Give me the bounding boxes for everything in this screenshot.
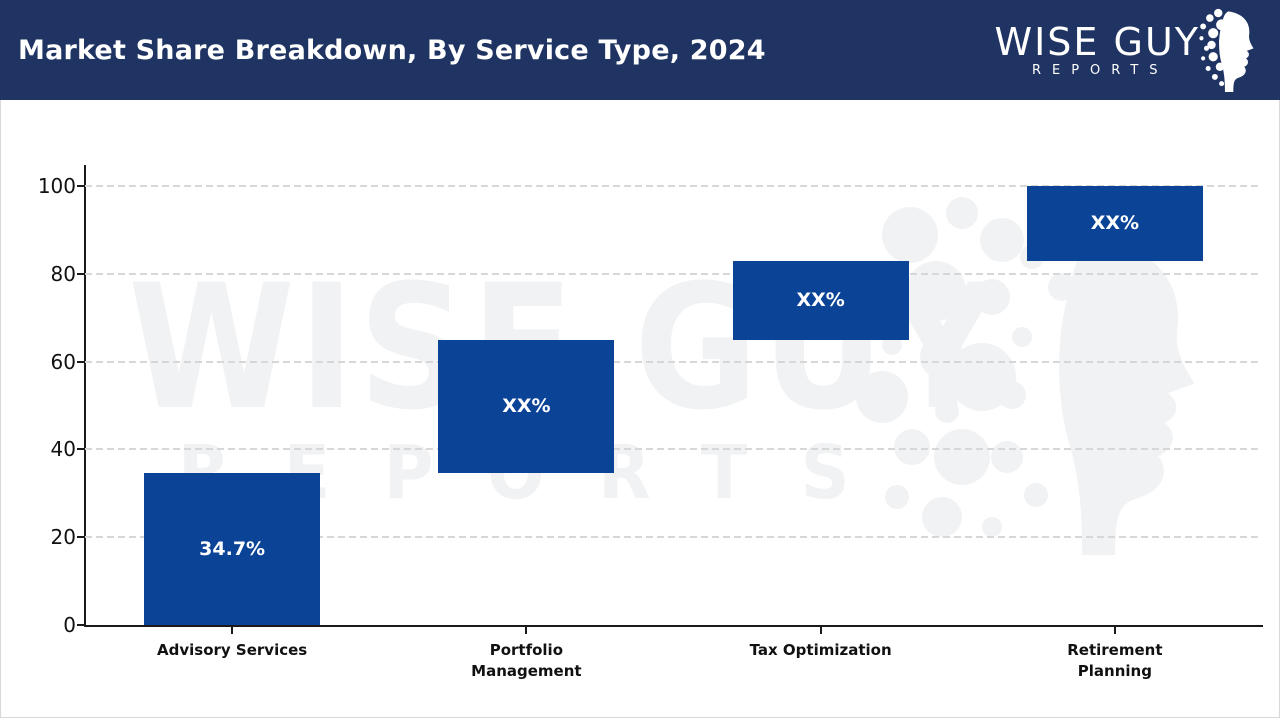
x-axis-tick bbox=[525, 627, 528, 634]
y-axis-tick bbox=[77, 536, 84, 539]
x-axis-tick bbox=[819, 627, 822, 634]
chart-title: Market Share Breakdown, By Service Type,… bbox=[18, 34, 766, 66]
brand-logo: WISE GUY REPORTS bbox=[995, 8, 1280, 92]
y-axis-tick-label: 40 bbox=[50, 437, 76, 462]
gridline-100 bbox=[85, 185, 1262, 187]
gridline-40 bbox=[85, 448, 1262, 451]
x-axis-category-label: Tax Optimization bbox=[749, 641, 892, 659]
y-axis-line bbox=[84, 165, 86, 627]
brand-logo-text: WISE GUY REPORTS bbox=[995, 23, 1200, 78]
bar-advisory-services: 34.7% bbox=[144, 472, 321, 625]
bar-value-label: XX% bbox=[796, 289, 845, 312]
x-axis-category-label: Portfolio Management bbox=[471, 641, 582, 680]
y-axis-tick-label: 80 bbox=[50, 261, 76, 286]
y-axis-tick-label: 100 bbox=[37, 174, 76, 198]
bar-tax-optimization: XX% bbox=[732, 260, 909, 340]
header-bar: Market Share Breakdown, By Service Type,… bbox=[0, 0, 1280, 100]
bar-value-label: XX% bbox=[1090, 212, 1140, 235]
bar-portfolio-management: XX% bbox=[438, 339, 615, 473]
y-axis-tick bbox=[77, 185, 84, 187]
brand-face-icon bbox=[1199, 8, 1254, 92]
brand-subtitle: REPORTS bbox=[1031, 62, 1169, 78]
y-axis-tick-label: 0 bbox=[63, 613, 76, 637]
bar-value-label: 34.7% bbox=[199, 537, 266, 560]
y-axis-tick bbox=[77, 624, 84, 626]
gridline-80 bbox=[85, 272, 1262, 275]
y-axis-tick-label: 20 bbox=[50, 525, 76, 550]
bar-retirement-planning: XX% bbox=[1026, 186, 1203, 261]
y-axis-tick bbox=[77, 448, 84, 451]
x-axis-category-label: Retirement Planning bbox=[1067, 641, 1163, 680]
x-axis-category-label: Advisory Services bbox=[157, 641, 308, 659]
bar-value-label: XX% bbox=[502, 395, 551, 418]
gridline-60 bbox=[85, 360, 1262, 363]
y-axis-tick bbox=[77, 360, 84, 363]
y-axis-tick-label: 60 bbox=[50, 349, 76, 374]
gridline-20 bbox=[85, 536, 1262, 539]
y-axis-tick bbox=[77, 272, 84, 275]
x-axis-line bbox=[84, 625, 1263, 627]
brand-name: WISE GUY bbox=[994, 19, 1200, 64]
x-axis-tick bbox=[1113, 627, 1116, 634]
x-axis-tick bbox=[231, 627, 234, 634]
